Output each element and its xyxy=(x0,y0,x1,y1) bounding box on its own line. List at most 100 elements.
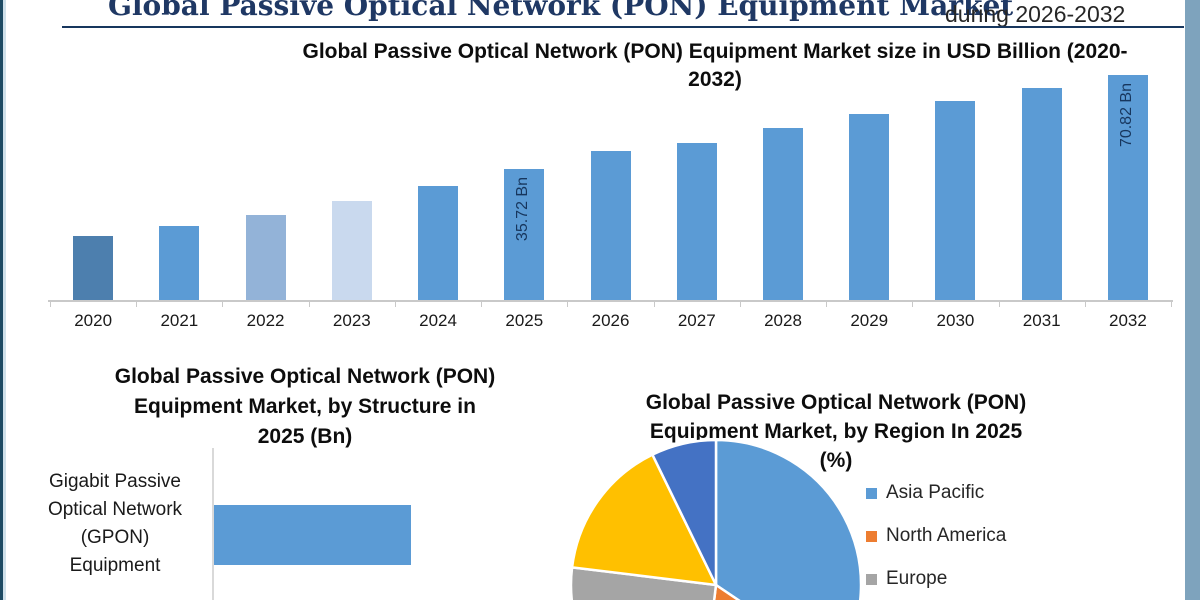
bar-data-label-2032: 70.82 Bn xyxy=(1117,83,1135,148)
frame-border-left-light xyxy=(3,0,6,600)
bar-2020 xyxy=(73,236,114,300)
pie-slice-unlabeled-4 xyxy=(570,453,718,587)
bar-2029 xyxy=(849,114,890,300)
frame-border-left-dark xyxy=(0,0,3,600)
legend-swatch xyxy=(866,530,877,542)
bar-column-2028 xyxy=(740,100,826,300)
region-chart-title-line2: Equipment Market, by Region In 2025 xyxy=(649,420,1023,443)
x-axis-tick xyxy=(826,302,827,307)
bar-column-2020 xyxy=(50,100,136,300)
market-size-chart-title: Global Passive Optical Network (PON) Equ… xyxy=(200,38,1200,94)
legend-item-north-america: North America xyxy=(866,525,1007,546)
market-size-x-axis xyxy=(48,300,1173,302)
bar-2023 xyxy=(331,201,372,300)
x-axis-label-2023: 2023 xyxy=(332,311,371,330)
structure-gpon-bar xyxy=(214,505,411,565)
bar-2031 xyxy=(1021,88,1062,300)
x-axis-tick xyxy=(481,302,482,307)
x-axis-tick xyxy=(136,302,137,307)
x-axis-label-2024: 2024 xyxy=(419,311,457,330)
pie-slice-north-america xyxy=(712,583,741,600)
bar-column-2025: 35.72 Bn xyxy=(481,100,567,300)
bar-2027 xyxy=(676,143,717,300)
market-size-xlabels: 2020 2021 2022 2023 2024 2025 2026 2027 2028 2029… xyxy=(50,311,1171,331)
x-axis-tick xyxy=(222,302,223,307)
region-chart-title-line3: (%) xyxy=(819,449,853,472)
bar-column-2021 xyxy=(136,100,222,300)
bar-2030 xyxy=(935,101,976,300)
x-axis-label-2026: 2026 xyxy=(591,311,630,330)
header-divider xyxy=(62,26,1184,28)
legend-swatch xyxy=(866,573,877,585)
x-axis-tick xyxy=(912,302,913,307)
structure-category-line3: (GPON) xyxy=(80,527,150,548)
region-pie xyxy=(569,438,863,600)
x-axis-label-2021: 2021 xyxy=(160,311,199,330)
frame-border-right xyxy=(1185,0,1200,600)
x-axis-tick xyxy=(395,302,396,307)
x-axis-tick xyxy=(1085,302,1086,307)
structure-category-line4: Equipment xyxy=(69,555,161,576)
legend-swatch xyxy=(866,487,877,499)
region-chart-title: Global Passive Optical Network (PON) Equ… xyxy=(590,388,1082,475)
x-axis-label-2029: 2029 xyxy=(850,311,889,330)
x-axis-label-2027: 2027 xyxy=(677,311,716,330)
bar-2032: 70.82 Bn xyxy=(1107,75,1148,300)
bar-column-2030 xyxy=(912,100,998,300)
market-size-chart-title-line1: Global Passive Optical Network (PON) Equ… xyxy=(302,40,1128,63)
bar-column-2024 xyxy=(395,100,481,300)
x-axis-label-2028: 2028 xyxy=(764,311,802,330)
region-chart-title-line1: Global Passive Optical Network (PON) xyxy=(645,391,1027,414)
bar-2022 xyxy=(245,215,286,300)
bar-column-2029 xyxy=(826,100,912,300)
bar-2024 xyxy=(418,186,459,300)
legend-label: Asia Pacific xyxy=(886,482,985,503)
structure-category-line1: Gigabit Passive xyxy=(48,471,181,492)
structure-y-axis xyxy=(212,448,214,600)
bar-2028 xyxy=(762,128,803,300)
legend-item-europe: Europe xyxy=(866,568,1006,589)
x-axis-tick xyxy=(740,302,741,307)
legend-label: Europe xyxy=(886,568,948,589)
x-axis-tick xyxy=(567,302,568,307)
market-size-chart-title-line2: 2032) xyxy=(688,68,742,91)
x-axis-tick xyxy=(999,302,1000,307)
structure-chart-title-line2: Equipment Market, by Structure in xyxy=(134,395,476,418)
bar-column-2027 xyxy=(654,100,740,300)
market-size-ticks xyxy=(50,302,1172,308)
structure-category-label: Gigabit Passive Optical Network (GPON) E… xyxy=(15,468,215,580)
x-axis-tick xyxy=(309,302,310,307)
x-axis-label-2025: 2025 xyxy=(505,311,544,330)
bar-2025: 35.72 Bn xyxy=(504,169,545,300)
x-axis-label-2030: 2030 xyxy=(936,311,975,330)
period-text: during 2026-2032 xyxy=(945,1,1126,27)
bar-column-2022 xyxy=(222,100,308,300)
region-legend: Asia Pacific North America Europe xyxy=(866,482,1007,589)
pie-slice-europe xyxy=(569,566,718,600)
bar-column-2031 xyxy=(999,88,1085,300)
structure-category-line2: Optical Network xyxy=(47,499,183,520)
bar-data-label-2025: 35.72 Bn xyxy=(514,177,532,242)
bar-column-2032: 70.82 Bn xyxy=(1085,75,1171,300)
bar-column-2026 xyxy=(567,100,653,300)
pie-slice-asia-pacific xyxy=(714,438,863,600)
x-axis-label-2032: 2032 xyxy=(1109,311,1147,330)
legend-label: North America xyxy=(886,525,1007,546)
x-axis-tick xyxy=(654,302,655,307)
x-axis-tick xyxy=(1171,302,1172,307)
x-axis-tick xyxy=(50,302,51,307)
legend-item-asia-pacific: Asia Pacific xyxy=(866,482,1006,503)
pie-slice-unlabeled-5 xyxy=(651,438,718,587)
structure-chart-title-line3: 2025 (Bn) xyxy=(257,425,353,448)
report-title: Global Passive Optical Network (PON) Equ… xyxy=(108,0,1014,22)
structure-chart-title: Global Passive Optical Network (PON) Equ… xyxy=(70,362,540,452)
market-size-bars: 35.72 Bn 70.82 Bn xyxy=(50,75,1171,300)
x-axis-label-2031: 2031 xyxy=(1022,311,1061,330)
bar-2026 xyxy=(590,151,631,300)
bar-2021 xyxy=(159,226,200,300)
bar-column-2023 xyxy=(309,100,395,300)
x-axis-label-2020: 2020 xyxy=(74,311,113,330)
structure-chart-title-line1: Global Passive Optical Network (PON) xyxy=(114,365,496,388)
x-axis-label-2022: 2022 xyxy=(246,311,285,330)
